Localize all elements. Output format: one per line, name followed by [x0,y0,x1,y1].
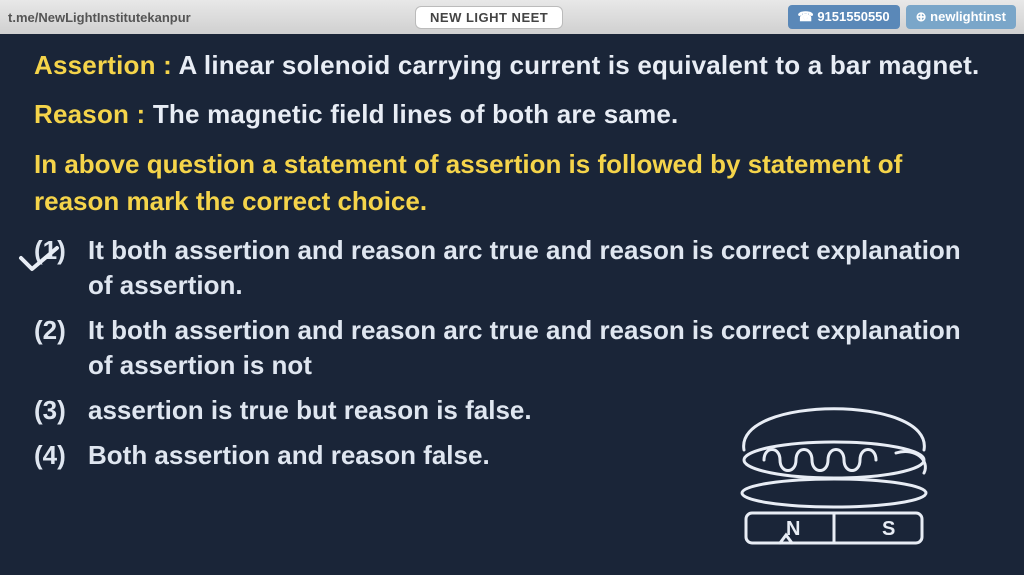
option-2-num: (2) [34,313,88,383]
handle-text: newlightinst [930,9,1006,24]
reason-label: Reason : [34,99,145,129]
top-bar: t.me/NewLightInstitutekanpur NEW LIGHT N… [0,0,1024,34]
assertion-label: Assertion : [34,50,172,80]
assertion-text: A linear solenoid carrying current is eq… [178,50,979,80]
instruction-line-2: reason mark the correct choice. [34,183,990,219]
channel-link[interactable]: t.me/NewLightInstitutekanpur [8,10,191,25]
phone-icon: ☎ [798,9,818,24]
option-4-num: (4) [34,438,88,473]
option-1[interactable]: (1) It both assertion and reason arc tru… [34,233,990,303]
option-3-num: (3) [34,393,88,428]
checkmark-annotation [18,244,60,274]
instruction-block: In above question a statement of asserti… [34,146,990,219]
globe-icon: ⊕ [916,9,931,24]
phone-badge: ☎ 9151550550 [788,5,900,29]
north-label: N [786,518,800,540]
reason-text: The magnetic field lines of both are sam… [153,99,679,129]
phone-text: 9151550550 [817,9,889,24]
option-2[interactable]: (2) It both assertion and reason arc tru… [34,313,990,383]
top-right-badges: ☎ 9151550550 ⊕ newlightinst [788,5,1016,29]
option-1-text: It both assertion and reason arc true an… [88,233,990,303]
south-label: S [882,518,895,540]
solenoid-magnet-diagram: N S [714,375,954,555]
handle-badge: ⊕ newlightinst [906,5,1016,29]
option-2-text: It both assertion and reason arc true an… [88,313,990,383]
assertion-line: Assertion : A linear solenoid carrying c… [34,48,990,83]
title-pill: NEW LIGHT NEET [415,6,563,29]
reason-line: Reason : The magnetic field lines of bot… [34,97,990,132]
instruction-line-1: In above question a statement of asserti… [34,146,990,182]
